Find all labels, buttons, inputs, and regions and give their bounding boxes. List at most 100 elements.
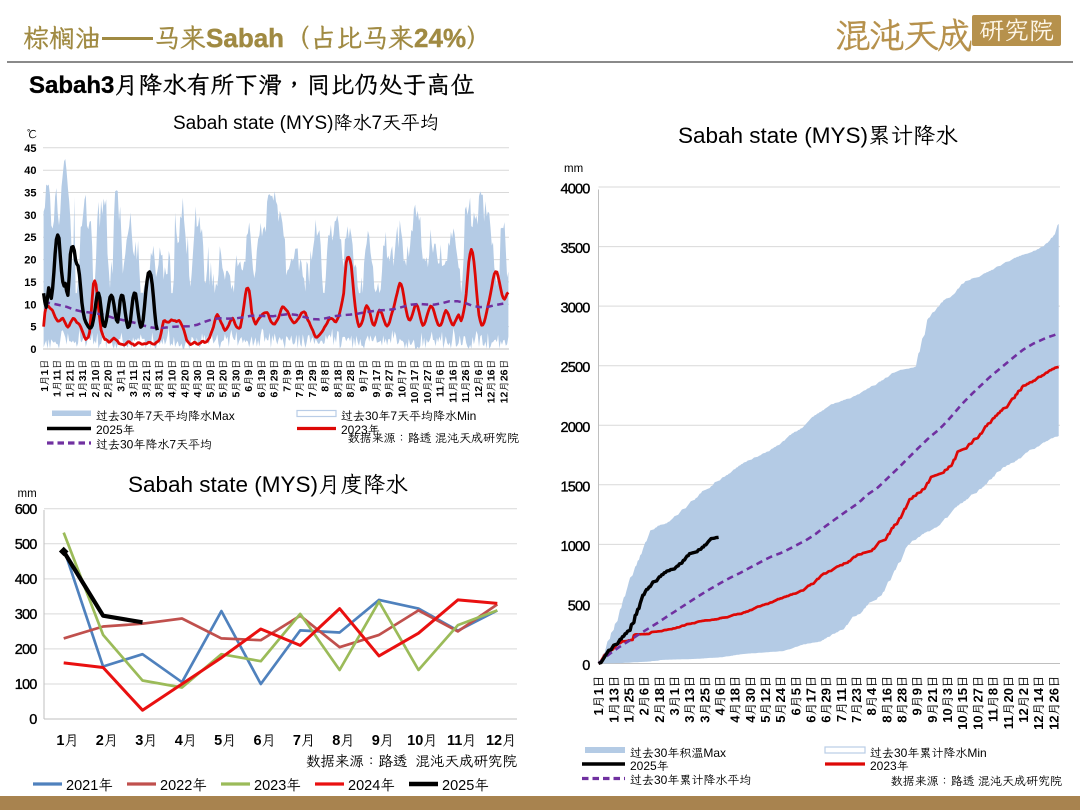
svg-text:5月20日: 5月20日 [216, 359, 230, 398]
svg-text:1月: 1月 [56, 731, 79, 750]
svg-text:6月29日: 6月29日 [818, 675, 835, 723]
svg-text:3月13日: 3月13日 [681, 675, 698, 723]
svg-text:Sabah state (MYS)累计降水: Sabah state (MYS)累计降水 [678, 121, 959, 150]
svg-text:2023年: 2023年 [341, 423, 380, 438]
svg-text:25: 25 [24, 232, 36, 244]
svg-text:40: 40 [24, 165, 36, 177]
svg-text:100: 100 [15, 677, 38, 693]
svg-text:10月3日: 10月3日 [939, 675, 956, 723]
svg-text:0: 0 [30, 344, 36, 356]
svg-text:3月: 3月 [135, 731, 158, 750]
svg-text:1月25日: 1月25日 [620, 675, 637, 723]
svg-text:1月13日: 1月13日 [605, 675, 622, 723]
svg-text:2025年: 2025年 [442, 776, 489, 795]
svg-text:2023年: 2023年 [254, 776, 301, 795]
svg-text:30: 30 [24, 210, 36, 222]
svg-text:6月5日: 6月5日 [787, 675, 804, 715]
svg-text:7月19日: 7月19日 [292, 359, 306, 398]
svg-text:12月26日: 12月26日 [497, 359, 511, 403]
svg-text:2月: 2月 [96, 731, 119, 750]
svg-text:1000: 1000 [560, 539, 590, 555]
svg-text:mm: mm [564, 163, 583, 175]
svg-text:2000: 2000 [560, 420, 590, 436]
svg-text:0: 0 [29, 712, 37, 728]
svg-text:3000: 3000 [560, 301, 590, 317]
svg-text:3月1日: 3月1日 [113, 359, 127, 392]
svg-text:7月29日: 7月29日 [305, 359, 319, 398]
svg-text:4月30日: 4月30日 [742, 675, 759, 723]
svg-text:2022年: 2022年 [160, 776, 207, 795]
svg-text:4月30日: 4月30日 [190, 359, 204, 398]
svg-text:5月12日: 5月12日 [757, 675, 774, 723]
svg-text:8月28日: 8月28日 [894, 675, 911, 723]
svg-text:数据来源：路透 混沌天成研究院: 数据来源：路透 混沌天成研究院 [348, 431, 519, 446]
svg-text:2021年: 2021年 [66, 776, 113, 795]
svg-text:mm: mm [18, 488, 37, 500]
svg-text:200: 200 [15, 642, 38, 658]
svg-text:11月: 11月 [447, 731, 477, 750]
svg-text:8月4日: 8月4日 [863, 675, 880, 715]
svg-text:9月17日: 9月17日 [369, 359, 383, 398]
svg-text:20: 20 [24, 255, 36, 267]
svg-text:4月20日: 4月20日 [177, 359, 191, 398]
svg-text:10月27日: 10月27日 [420, 359, 434, 403]
svg-text:400: 400 [15, 572, 38, 588]
svg-text:11月20日: 11月20日 [1000, 675, 1017, 729]
svg-text:数据来源：路透 混沌天成研究院: 数据来源：路透 混沌天成研究院 [891, 774, 1062, 789]
svg-text:6月: 6月 [254, 731, 277, 750]
svg-text:7月: 7月 [293, 731, 316, 750]
svg-text:4月: 4月 [175, 731, 198, 750]
svg-text:0: 0 [582, 658, 590, 674]
svg-text:4月6日: 4月6日 [712, 675, 729, 715]
svg-text:8月8日: 8月8日 [318, 359, 332, 392]
svg-text:11月16日: 11月16日 [445, 359, 459, 403]
svg-text:过去30年7天平均降水Max: 过去30年7天平均降水Max [96, 409, 235, 424]
svg-text:1月11日: 1月11日 [50, 359, 64, 397]
svg-text:5: 5 [30, 322, 36, 334]
svg-text:2025年: 2025年 [96, 423, 135, 438]
svg-text:500: 500 [568, 598, 591, 614]
svg-text:1月21日: 1月21日 [62, 359, 76, 398]
svg-text:2月6日: 2月6日 [636, 675, 653, 715]
svg-text:Sabah state (MYS)月度降水: Sabah state (MYS)月度降水 [128, 470, 409, 499]
svg-text:过去30年累计降水平均: 过去30年累计降水平均 [630, 773, 751, 788]
svg-text:1月1日: 1月1日 [37, 359, 51, 392]
svg-text:10月: 10月 [407, 731, 438, 750]
svg-text:12月26日: 12月26日 [1045, 675, 1062, 730]
svg-text:9月7日: 9月7日 [356, 359, 370, 392]
svg-text:4000: 4000 [560, 182, 590, 198]
svg-text:3月21日: 3月21日 [139, 359, 153, 398]
svg-text:3月1日: 3月1日 [666, 675, 683, 715]
svg-text:1月31日: 1月31日 [75, 359, 89, 398]
svg-text:9月27日: 9月27日 [382, 359, 396, 398]
svg-text:2月18日: 2月18日 [651, 675, 668, 723]
svg-text:10月7日: 10月7日 [394, 359, 408, 398]
svg-text:6月17日: 6月17日 [803, 675, 820, 723]
svg-text:12月: 12月 [486, 731, 517, 750]
svg-text:3月11日: 3月11日 [126, 359, 140, 397]
svg-text:12月2日: 12月2日 [1015, 675, 1032, 723]
svg-text:3月25日: 3月25日 [696, 675, 713, 723]
svg-text:7月23日: 7月23日 [848, 675, 865, 723]
svg-text:7月11日: 7月11日 [833, 675, 850, 722]
svg-text:过去30年7天平均降水Min: 过去30年7天平均降水Min [341, 409, 476, 424]
svg-text:Sabah state (MYS)降水7天平均: Sabah state (MYS)降水7天平均 [173, 110, 439, 135]
svg-text:12月14日: 12月14日 [1030, 675, 1047, 730]
svg-text:15: 15 [24, 277, 36, 289]
svg-text:4月18日: 4月18日 [727, 675, 744, 723]
svg-text:1500: 1500 [560, 479, 590, 495]
svg-text:600: 600 [15, 502, 38, 518]
svg-text:2月10日: 2月10日 [88, 359, 102, 398]
svg-text:过去30年降水7天平均: 过去30年降水7天平均 [96, 438, 212, 453]
svg-text:6月19日: 6月19日 [254, 359, 268, 398]
svg-text:10: 10 [24, 299, 36, 311]
svg-text:7月9日: 7月9日 [279, 359, 293, 392]
svg-text:过去30年累计降水Min: 过去30年累计降水Min [870, 746, 987, 761]
svg-text:12月6日: 12月6日 [471, 359, 485, 398]
svg-text:2023年: 2023年 [870, 759, 909, 774]
svg-text:℃: ℃ [26, 129, 38, 141]
svg-text:8月: 8月 [332, 731, 355, 750]
svg-text:45: 45 [24, 143, 36, 155]
svg-text:11月6日: 11月6日 [433, 359, 447, 397]
svg-text:5月10日: 5月10日 [203, 359, 217, 398]
